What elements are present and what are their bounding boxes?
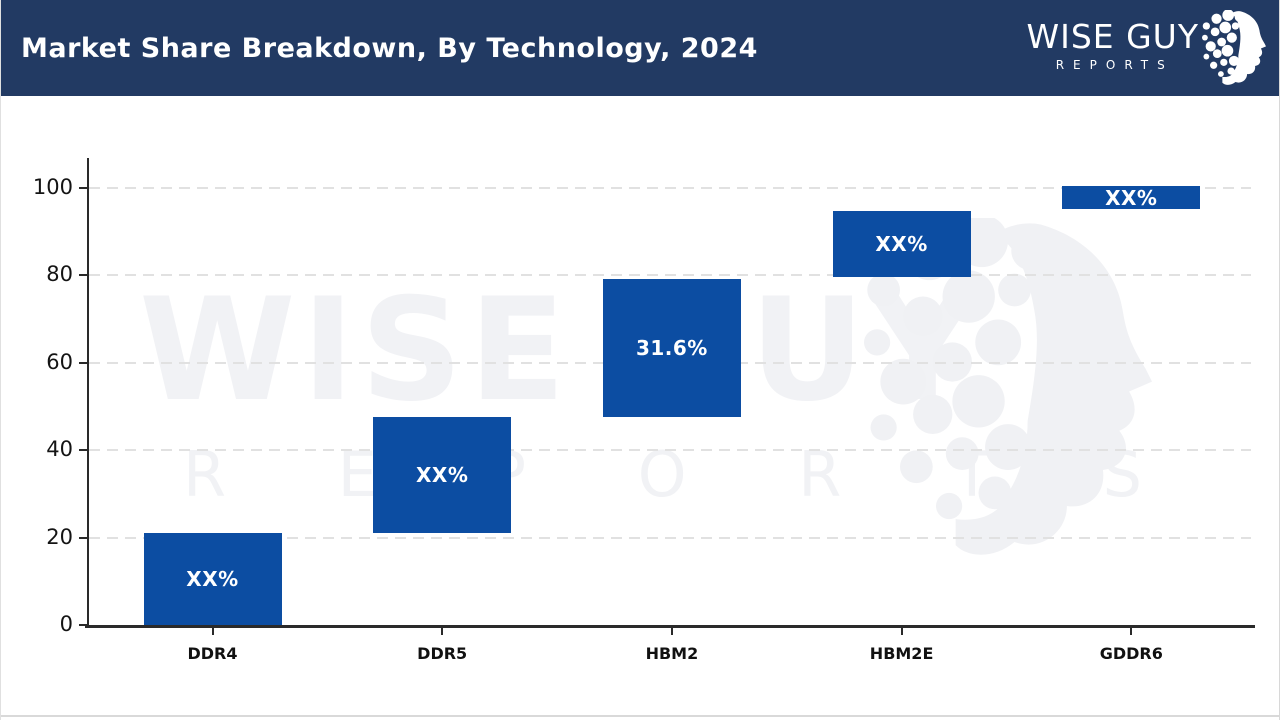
y-tick-60 bbox=[79, 361, 87, 364]
x-axis-label-ddr5: DDR5 bbox=[417, 644, 468, 663]
y-tick-label-20: 20 bbox=[46, 524, 73, 549]
x-tick-gddr6 bbox=[1130, 628, 1133, 635]
bottom-divider bbox=[1, 715, 1279, 717]
gridline-100 bbox=[89, 186, 1251, 189]
y-tick-label-60: 60 bbox=[46, 349, 73, 374]
y-tick-label-0: 0 bbox=[59, 612, 73, 636]
bar-value-label-ddr5: XX% bbox=[415, 463, 469, 488]
y-tick-40 bbox=[79, 449, 87, 451]
bar-value-label-ddr4: XX% bbox=[186, 567, 239, 592]
x-tick-hbm2 bbox=[670, 628, 673, 635]
bar-value-label-hbm2e: XX% bbox=[875, 231, 928, 256]
x-axis-label-hbm2: HBM2 bbox=[645, 644, 699, 663]
waterfall-chart: 0 20 40 60 80 100 XX% XX% 31.6% XX% XX% DDR4 DDR5 HBM… bbox=[1, 96, 1279, 716]
x-axis-label-hbm2e: HBM2E bbox=[869, 644, 934, 663]
y-tick-80 bbox=[79, 274, 87, 276]
watermark-brand-text: WISE GUY bbox=[139, 268, 980, 433]
bar-gddr6: XX% bbox=[1062, 185, 1201, 210]
x-tick-hbm2e bbox=[900, 628, 903, 635]
x-tick-ddr4 bbox=[211, 628, 214, 635]
logo-brand-text: WISE GUY bbox=[1026, 17, 1199, 56]
bar-value-label-hbm2: 31.6% bbox=[635, 336, 708, 361]
bar-value-label-gddr6: XX% bbox=[1105, 185, 1158, 210]
y-tick-100 bbox=[79, 186, 87, 189]
y-tick-label-100: 100 bbox=[32, 174, 73, 199]
logo-text: WISE GUY REPORTS bbox=[1026, 17, 1199, 72]
face-profile-dots-icon bbox=[1202, 10, 1266, 85]
gridline-40 bbox=[89, 449, 1251, 451]
y-tick-20 bbox=[79, 536, 87, 539]
page-title: Market Share Breakdown, By Technology, 2… bbox=[21, 32, 758, 64]
watermark-face-icon bbox=[864, 218, 1152, 555]
x-tick-ddr5 bbox=[441, 628, 444, 635]
bar-hbm2e: XX% bbox=[832, 210, 971, 278]
bar-ddr4: XX% bbox=[143, 533, 282, 625]
gridline-80 bbox=[89, 274, 1251, 276]
x-axis-label-gddr6: GDDR6 bbox=[1099, 644, 1163, 663]
header-bar: Market Share Breakdown, By Technology, 2… bbox=[1, 0, 1279, 96]
y-tick-label-80: 80 bbox=[46, 262, 73, 286]
bar-ddr5: XX% bbox=[373, 417, 512, 534]
y-tick-0 bbox=[79, 624, 87, 626]
logo-sub-text: REPORTS bbox=[1055, 57, 1174, 72]
x-axis-label-ddr4: DDR4 bbox=[187, 644, 238, 663]
bar-hbm2: 31.6% bbox=[602, 278, 741, 418]
x-axis-line bbox=[85, 625, 1255, 628]
wiseguy-logo: WISE GUY REPORTS bbox=[1007, 8, 1267, 90]
y-tick-label-40: 40 bbox=[46, 437, 73, 461]
gridline-20 bbox=[89, 536, 1251, 539]
y-axis-line bbox=[87, 158, 89, 627]
